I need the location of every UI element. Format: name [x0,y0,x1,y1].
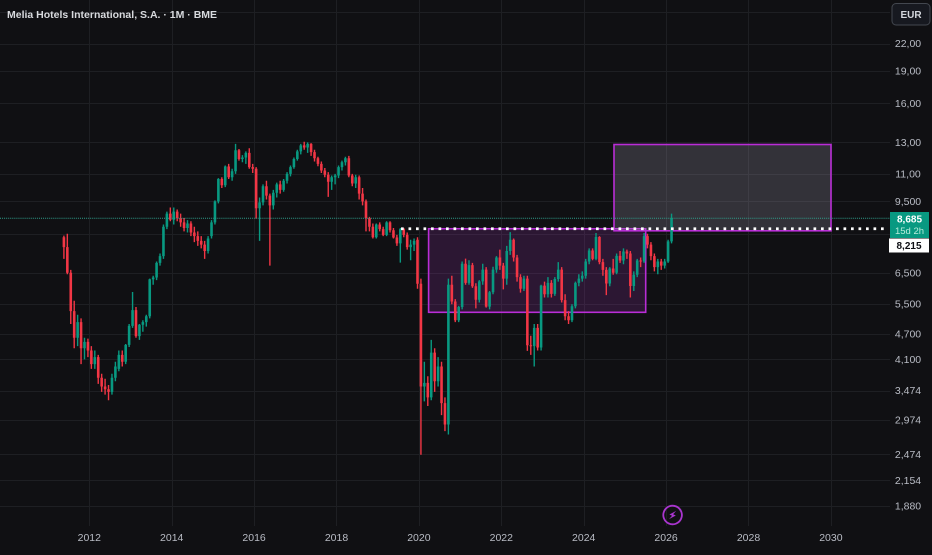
svg-text:Melia Hotels International, S.: Melia Hotels International, S.A. · 1M · … [7,9,217,21]
svg-text:2030: 2030 [819,532,843,544]
svg-text:2014: 2014 [160,532,184,544]
svg-text:15d 2h: 15d 2h [895,226,924,237]
svg-text:2028: 2028 [737,532,761,544]
svg-text:EUR: EUR [900,10,922,21]
svg-text:2024: 2024 [572,532,596,544]
svg-text:5,500: 5,500 [895,299,921,311]
svg-text:2016: 2016 [242,532,266,544]
svg-text:4,700: 4,700 [895,328,921,340]
svg-text:19,00: 19,00 [895,66,921,78]
svg-text:22,00: 22,00 [895,38,921,50]
svg-text:3,474: 3,474 [895,385,921,397]
svg-text:9,500: 9,500 [895,196,921,208]
svg-text:1,880: 1,880 [895,501,921,513]
svg-text:2020: 2020 [407,532,431,544]
svg-text:2,974: 2,974 [895,414,921,426]
svg-text:2018: 2018 [325,532,349,544]
svg-text:2026: 2026 [654,532,678,544]
svg-text:8,215: 8,215 [896,241,921,252]
svg-text:2022: 2022 [490,532,514,544]
svg-text:2012: 2012 [78,532,102,544]
svg-text:2,154: 2,154 [895,475,921,487]
svg-text:4,100: 4,100 [895,354,921,366]
svg-text:8,685: 8,685 [897,215,922,226]
svg-text:13,00: 13,00 [895,137,921,149]
svg-text:6,500: 6,500 [895,267,921,279]
svg-text:11,00: 11,00 [895,168,921,180]
svg-text:16,00: 16,00 [895,98,921,110]
svg-text:2,474: 2,474 [895,449,921,461]
